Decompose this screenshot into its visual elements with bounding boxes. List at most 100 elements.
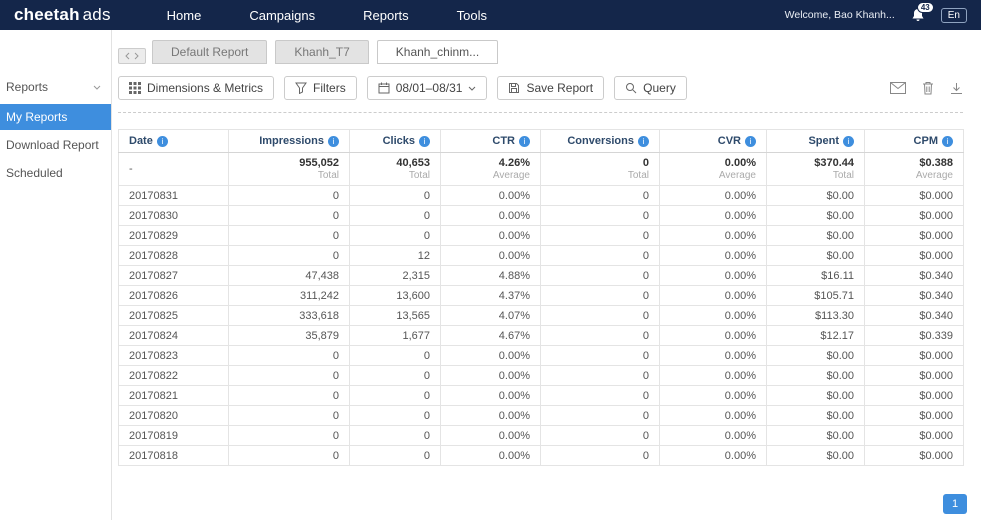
tab-khanh-chinm[interactable]: Khanh_chinm... <box>376 40 499 64</box>
date-range-button[interactable]: 08/01–08/31 <box>366 76 488 100</box>
value-cell: $0.340 <box>864 285 964 306</box>
value-cell: 0 <box>349 445 441 466</box>
totals-cell: 40,653 Total <box>349 152 441 186</box>
value-cell: 0.00% <box>440 385 541 406</box>
nav-tools[interactable]: Tools <box>456 7 488 23</box>
value-cell: 0.00% <box>659 365 767 386</box>
calendar-icon <box>378 82 390 94</box>
table-body: 20170831 0 0 0.00% 0 0.00% $0.00 $0.000 20170830… <box>118 185 964 466</box>
save-report-label: Save Report <box>526 81 594 95</box>
value-cell: 4.07% <box>440 305 541 326</box>
info-icon[interactable]: i <box>328 136 339 147</box>
chevron-down-icon <box>93 85 101 90</box>
value-cell: $0.000 <box>864 225 964 246</box>
value-cell: 0 <box>540 405 660 426</box>
sidebar-item-download-report[interactable]: Download Report <box>6 138 99 152</box>
value-cell: 0.00% <box>440 365 541 386</box>
value-cell: $0.000 <box>864 185 964 206</box>
column-header-impressions[interactable]: Impressions i <box>228 129 350 153</box>
value-cell: 0.00% <box>659 225 767 246</box>
value-cell: 0.00% <box>659 185 767 206</box>
column-header-cvr[interactable]: CVR i <box>659 129 767 153</box>
value-cell: $0.000 <box>864 345 964 366</box>
navbar-right: Welcome, Bao Khanh... 43 En <box>785 2 967 23</box>
trash-icon[interactable] <box>922 81 934 95</box>
value-cell: 0.00% <box>440 445 541 466</box>
report-table-wrap: Date i Impressions i Clicks i CTR i Conversions i… <box>118 129 964 466</box>
value-cell: $0.00 <box>766 385 865 406</box>
nav-reports[interactable]: Reports <box>363 7 409 23</box>
value-cell: $0.00 <box>766 345 865 366</box>
table-row: 20170829 0 0 0.00% 0 0.00% $0.00 $0.000 <box>118 225 964 246</box>
funnel-icon <box>295 82 307 94</box>
save-report-button[interactable]: Save Report <box>497 76 605 100</box>
language-button[interactable]: En <box>940 7 967 23</box>
info-icon[interactable]: i <box>419 136 430 147</box>
page-1-button[interactable]: 1 <box>943 494 967 514</box>
nav-campaigns[interactable]: Campaigns <box>249 7 316 23</box>
chevron-right-icon[interactable] <box>134 52 139 60</box>
value-cell: 0 <box>228 445 350 466</box>
value-cell: 35,879 <box>228 325 350 346</box>
column-header-date[interactable]: Date i <box>118 129 229 153</box>
notifications-button[interactable]: 43 <box>911 2 934 22</box>
info-icon[interactable]: i <box>745 136 756 147</box>
notification-badge: 43 <box>916 2 934 13</box>
sidebar-item-scheduled[interactable]: Scheduled <box>6 166 63 180</box>
column-label: Impressions <box>259 135 324 147</box>
table-row: 20170821 0 0 0.00% 0 0.00% $0.00 $0.000 <box>118 385 964 406</box>
value-cell: 0 <box>228 225 350 246</box>
value-cell: 0 <box>228 345 350 366</box>
email-icon[interactable] <box>890 82 906 94</box>
date-cell: 20170829 <box>118 225 229 246</box>
column-header-spent[interactable]: Spent i <box>766 129 865 153</box>
value-cell: $0.000 <box>864 205 964 226</box>
column-header-ctr[interactable]: CTR i <box>440 129 541 153</box>
brand-name-bold: cheetah <box>14 5 80 24</box>
query-button[interactable]: Query <box>614 76 687 100</box>
dimensions-metrics-button[interactable]: Dimensions & Metrics <box>118 76 275 100</box>
column-header-cpm[interactable]: CPM i <box>864 129 964 153</box>
value-cell: $0.000 <box>864 245 964 266</box>
info-icon[interactable]: i <box>156 136 168 147</box>
tab-khanh-t7[interactable]: Khanh_T7 <box>275 40 369 64</box>
column-header-clicks[interactable]: Clicks i <box>349 129 441 153</box>
info-icon[interactable]: i <box>843 136 854 147</box>
value-cell: 0 <box>349 205 441 226</box>
column-label: Clicks <box>382 135 415 147</box>
grid-icon <box>129 82 141 94</box>
totals-date-cell: - <box>118 152 229 186</box>
value-cell: 0.00% <box>659 265 767 286</box>
value-cell: $16.11 <box>766 265 865 286</box>
info-icon[interactable]: i <box>638 136 649 147</box>
column-label: Conversions <box>567 135 634 147</box>
sidebar: Reports My Reports Download Report Sched… <box>0 30 112 520</box>
date-cell: 20170819 <box>118 425 229 446</box>
value-cell: 4.37% <box>440 285 541 306</box>
tab-scroll-arrows[interactable] <box>118 48 146 64</box>
value-cell: 4.88% <box>440 265 541 286</box>
nav-home[interactable]: Home <box>166 7 202 23</box>
column-header-conversions[interactable]: Conversions i <box>540 129 660 153</box>
info-icon[interactable]: i <box>942 136 953 147</box>
table-row: 20170825 333,618 13,565 4.07% 0 0.00% $113.30 $… <box>118 305 964 326</box>
info-icon[interactable]: i <box>519 136 530 147</box>
brand-logo[interactable]: cheetah ads <box>14 5 111 25</box>
date-cell: 20170830 <box>118 205 229 226</box>
download-icon[interactable] <box>950 82 963 95</box>
filters-button[interactable]: Filters <box>284 76 357 100</box>
value-cell: 0 <box>349 365 441 386</box>
value-cell: 0 <box>540 285 660 306</box>
toolbar-separator <box>118 112 963 113</box>
value-cell: $0.340 <box>864 265 964 286</box>
value-cell: 333,618 <box>228 305 350 326</box>
sidebar-section-reports[interactable]: Reports <box>0 74 111 102</box>
value-cell: 311,242 <box>228 285 350 306</box>
tab-default-report[interactable]: Default Report <box>152 40 268 64</box>
main-nav: Home Campaigns Reports Tools <box>167 8 487 23</box>
sidebar-item-my-reports[interactable]: My Reports <box>0 104 111 130</box>
value-cell: $0.00 <box>766 405 865 426</box>
value-cell: 0.00% <box>659 345 767 366</box>
value-cell: 0 <box>540 425 660 446</box>
chevron-left-icon[interactable] <box>125 52 130 60</box>
